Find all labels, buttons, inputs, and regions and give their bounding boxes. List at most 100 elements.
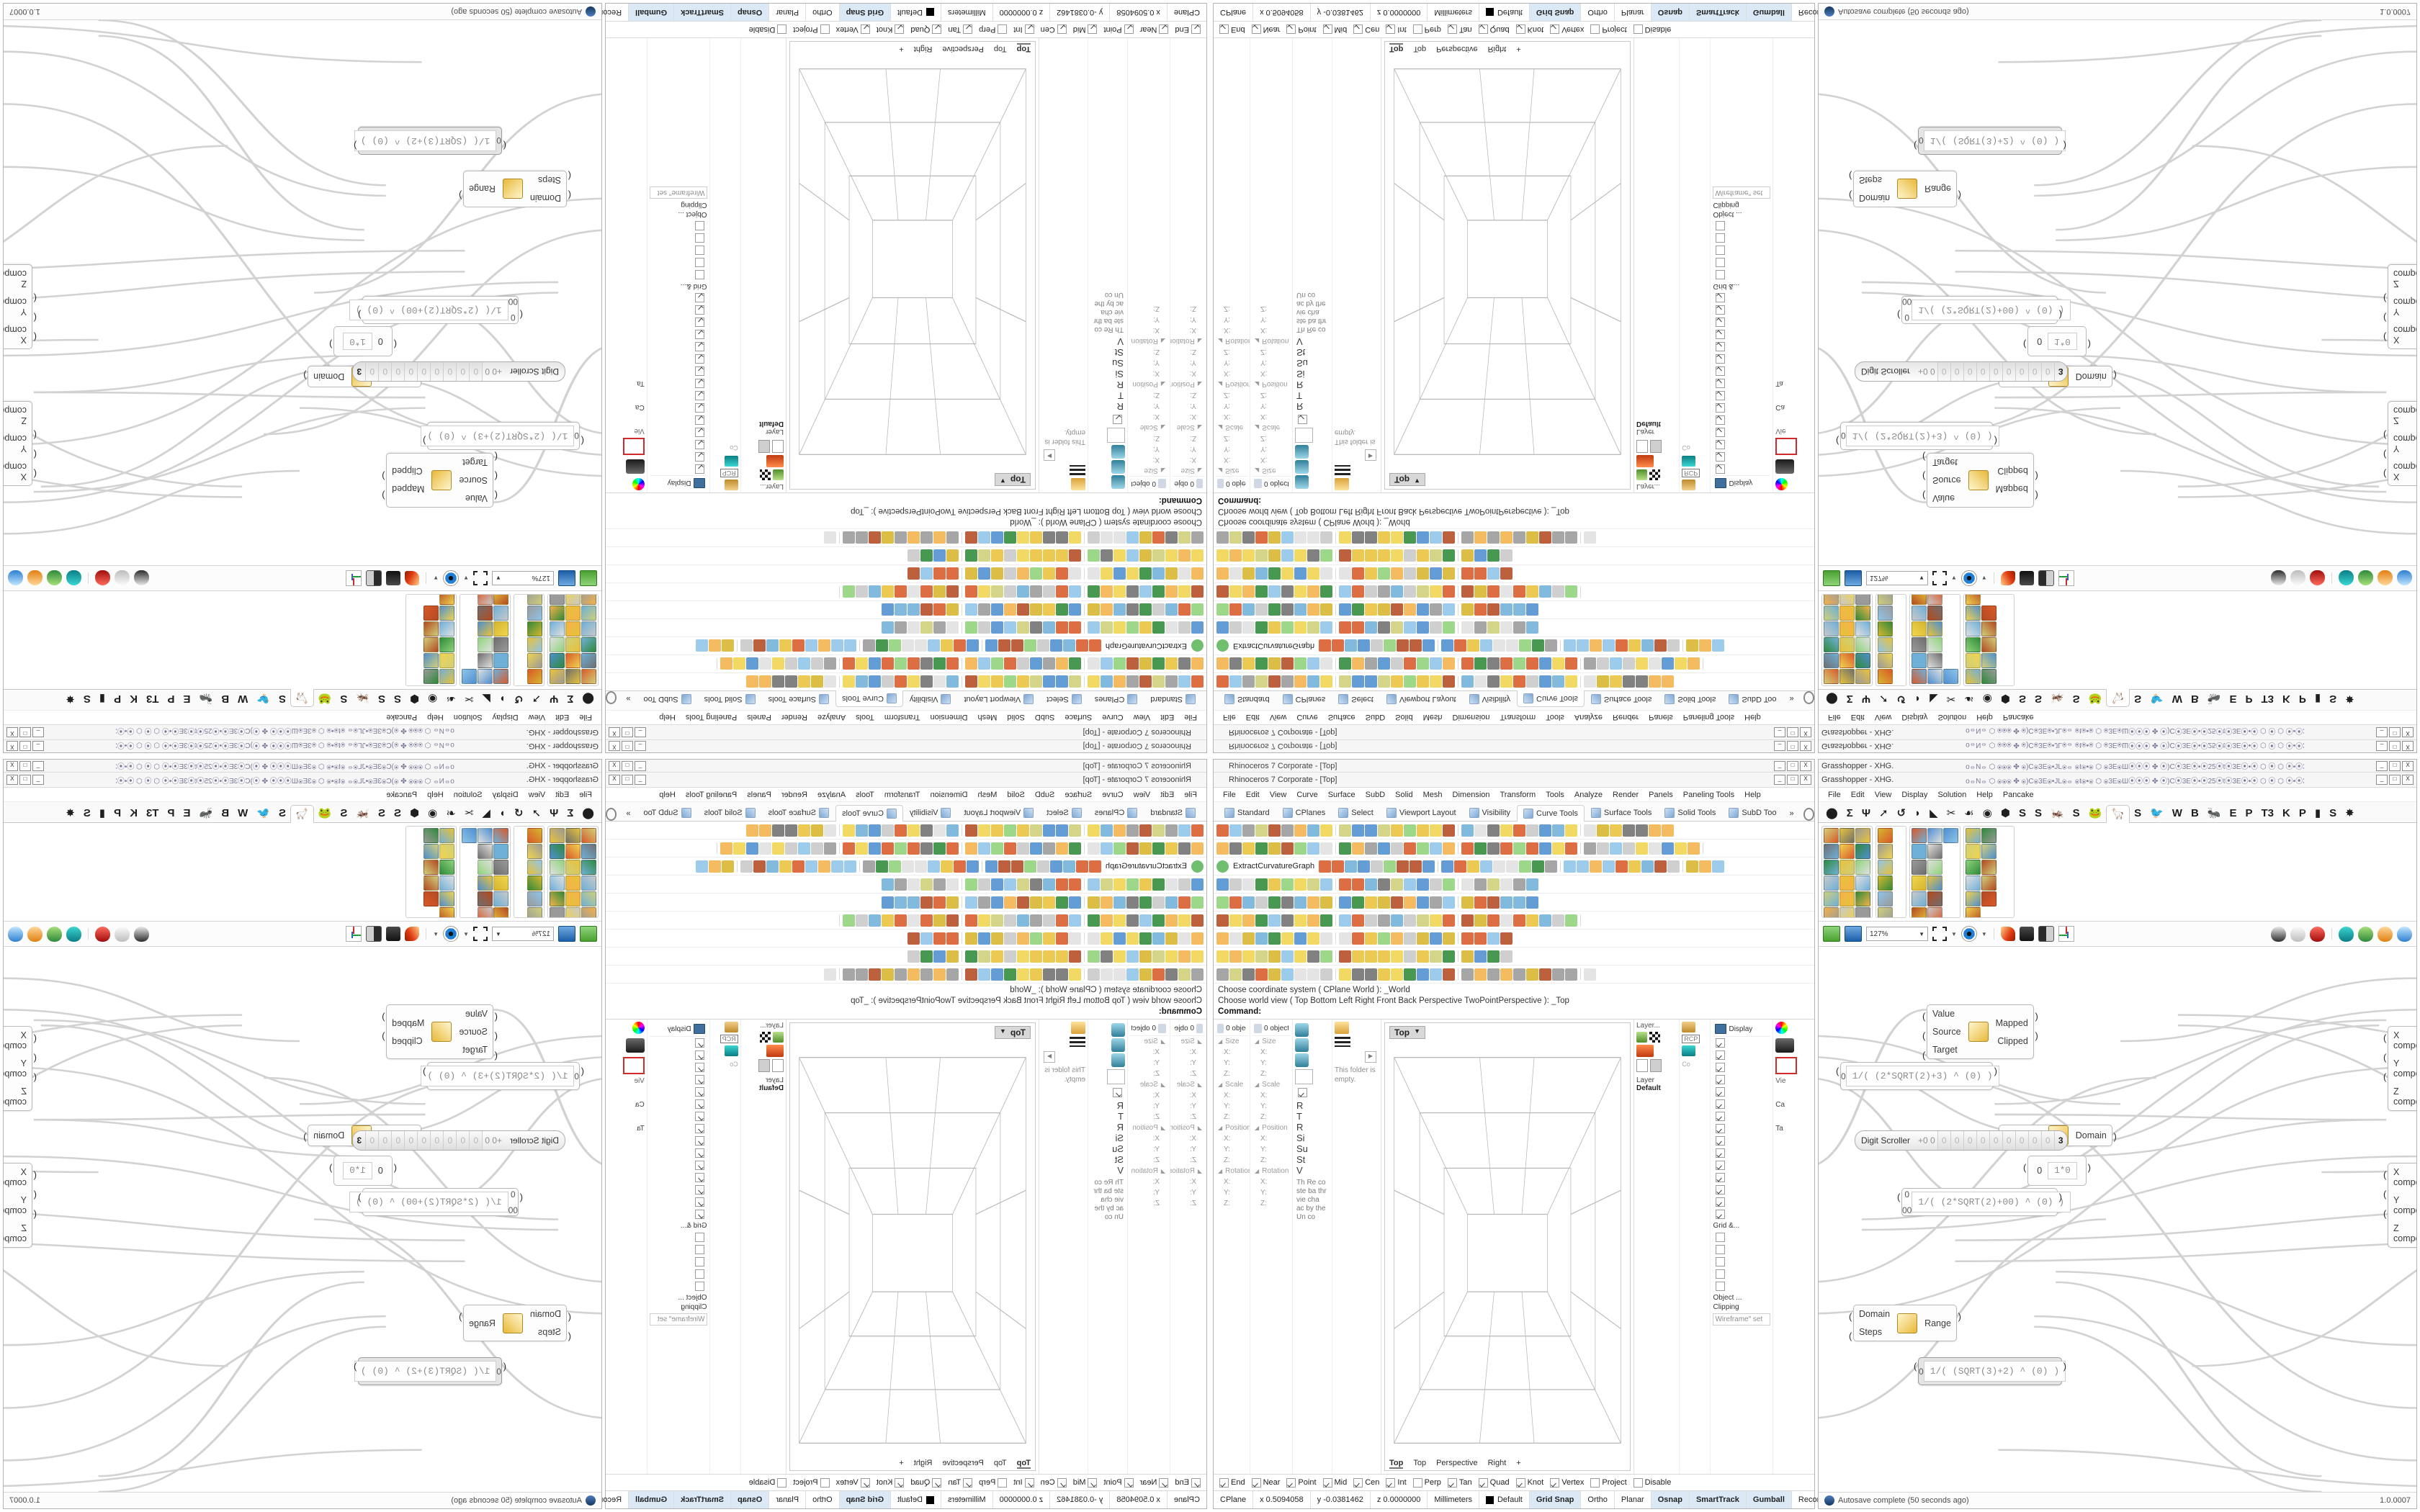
tab-surface-tools[interactable]: Surface Tools — [762, 691, 835, 708]
tool-curve-tools-row-2-1[interactable] — [1229, 657, 1242, 670]
eraser-icon[interactable] — [1682, 480, 1696, 490]
tool-curve-tools-row-3-24[interactable] — [1641, 639, 1654, 652]
tool-surface-row-0[interactable] — [1191, 878, 1204, 891]
tool-cplane-row-7[interactable] — [1101, 567, 1113, 580]
tool-render-row-15[interactable] — [991, 531, 1003, 544]
maximize-button[interactable]: □ — [1787, 727, 1798, 737]
tool-annotation-row-5[interactable] — [1281, 603, 1294, 616]
tool-curve-tools-row-1-22[interactable] — [1513, 824, 1525, 837]
tool-curve-tools-row-2-6[interactable] — [1113, 657, 1126, 670]
display-option-row[interactable] — [1713, 269, 1770, 281]
kangaroo-tab[interactable]: ⬢ — [410, 693, 420, 705]
tool-curve-tools-row-2-11[interactable] — [1365, 657, 1377, 670]
value-expression[interactable]: 1*0 — [343, 333, 372, 350]
tool-curve-tools-row-3-17[interactable] — [1545, 860, 1558, 873]
tool-transform-row-13[interactable] — [1017, 585, 1029, 598]
tab-select[interactable]: Select — [1332, 691, 1380, 708]
checkbox[interactable] — [694, 221, 704, 230]
tool-curve-tools-row-2-23[interactable] — [1526, 657, 1538, 670]
tool-curve-tools-row-3-8[interactable] — [985, 860, 998, 873]
tab-visibility[interactable]: Visibility — [1463, 804, 1518, 821]
status-toggle-smarttrack[interactable]: SmartTrack — [1689, 4, 1747, 21]
osnap-disable[interactable]: Disable — [749, 24, 787, 35]
tool-analyze-row-6[interactable] — [1113, 549, 1126, 562]
component-voxel-5[interactable] — [439, 907, 454, 918]
section-rotation[interactable]: ◢ Rotation — [1129, 336, 1168, 346]
tool-curve-tools-row-3-5[interactable] — [1023, 639, 1036, 652]
tool-surface-row-15[interactable] — [991, 621, 1003, 634]
tab-standard[interactable]: Standard — [1218, 804, 1276, 821]
tool-curve-tools-row-2-13[interactable] — [1017, 842, 1029, 855]
tool-transform-row-3[interactable] — [1255, 585, 1268, 598]
tool-render-row-2[interactable] — [1242, 531, 1255, 544]
component-utilities-3[interactable] — [1912, 876, 1927, 891]
tool-curve-tools-row-3-17[interactable] — [1545, 639, 1558, 652]
s5-tab[interactable]: S — [2329, 693, 2337, 705]
status-toggle-grid-snap[interactable]: Grid Snap — [838, 1491, 891, 1508]
tool-cplane-row-17[interactable] — [1443, 932, 1455, 945]
tool-annotation-row-8[interactable] — [1320, 603, 1332, 616]
section-scale[interactable]: ◢ Scale — [1172, 422, 1205, 433]
menu-item-pancake[interactable]: Pancake — [386, 713, 418, 722]
blue-tab[interactable]: ▮ — [2314, 807, 2321, 819]
star-tab[interactable]: ✸ — [2345, 693, 2354, 705]
maximize-button[interactable]: □ — [19, 760, 31, 771]
vector-xyz-component[interactable]: X componentY componentZ componentVectorL… — [2383, 264, 2416, 349]
color-swatch-icon[interactable] — [1295, 1069, 1313, 1084]
checkbox[interactable] — [1716, 342, 1726, 351]
ant-tab[interactable]: 🐜 — [199, 693, 213, 705]
tool-surface-row-8[interactable] — [1088, 621, 1100, 634]
viewport-tab-top-1[interactable]: Top — [1413, 45, 1427, 53]
tool-analyze-row-18[interactable] — [946, 549, 959, 562]
curve-tab[interactable]: ↺ — [514, 693, 524, 705]
rhino-viewport-top[interactable]: Top ▼ — [789, 41, 1036, 490]
tool-cplane-row-3[interactable] — [1152, 567, 1165, 580]
component-deform-3[interactable] — [581, 876, 596, 891]
add-viewport-tab-button[interactable]: + — [899, 1459, 904, 1467]
status-toggle-ortho[interactable]: Ortho — [1581, 4, 1615, 21]
tool-annotation-row-14[interactable] — [1004, 896, 1016, 909]
viewport-tab-strip[interactable]: Top Top Perspective Right + — [1389, 43, 1521, 53]
library-panel[interactable]: ▶ This folder is empty. — [1041, 1020, 1088, 1474]
osnap-end[interactable]: End — [1219, 24, 1245, 35]
menu-item-file[interactable]: File — [1223, 713, 1236, 722]
new-file-icon[interactable] — [580, 926, 597, 942]
tool-curve-tools-row-2-22[interactable] — [1513, 657, 1525, 670]
menu-item-pancake[interactable]: Pancake — [2002, 713, 2034, 722]
status-toggle-osnap[interactable]: Osnap — [730, 4, 769, 21]
tool-analyze-row-9[interactable] — [1069, 549, 1081, 562]
tool-curve-tools-row-2-6[interactable] — [1113, 842, 1126, 855]
tool-curve-tools-row-3-16[interactable] — [1532, 860, 1545, 873]
osnap-end[interactable]: End — [1219, 1477, 1245, 1488]
tool-surface-row-5[interactable] — [1126, 878, 1139, 891]
rhino-right-dock[interactable]: Layer... Layer Default RCP Co Display Grid &..… — [1634, 1020, 1814, 1474]
menu-item-edit[interactable]: Edit — [1245, 713, 1260, 722]
frog-tab[interactable]: 🐸 — [2088, 693, 2102, 705]
checker-icon[interactable] — [1649, 469, 1660, 480]
s1-tab[interactable]: S — [394, 807, 402, 819]
tool-cplane-row-8[interactable] — [1088, 932, 1100, 945]
tool-transform-row-8[interactable] — [1088, 914, 1100, 927]
tool-render-row-24[interactable] — [1539, 531, 1551, 544]
tool-cplane-row-16[interactable] — [978, 932, 990, 945]
tool-curve-tools-row-2-17[interactable] — [965, 842, 977, 855]
tool-curve-tools-row-2-7[interactable] — [1307, 842, 1319, 855]
hat-icon[interactable] — [1111, 1023, 1125, 1037]
sketch-red-icon[interactable] — [2310, 926, 2325, 942]
maximize-button[interactable]: □ — [2389, 727, 2401, 737]
tool-curve-tools-row-3-21[interactable] — [1603, 860, 1615, 873]
component-utilities-9[interactable] — [477, 876, 493, 891]
tool-render-row-8[interactable] — [1320, 968, 1332, 981]
tool-curve-tools-row-1-7[interactable] — [1101, 824, 1113, 837]
menu-item-help[interactable]: Help — [1744, 713, 1761, 722]
viewport-tab-right-3[interactable]: Right — [913, 1459, 933, 1467]
tool-curve-tools-row-1-25[interactable] — [1552, 675, 1564, 688]
tool-curve-tools-row-2-13[interactable] — [1391, 657, 1403, 670]
tool-transform-row-9[interactable] — [1339, 914, 1351, 927]
tool-transform-row-26[interactable] — [1565, 914, 1577, 927]
layer-cell[interactable]: Default — [1479, 4, 1530, 21]
tool-transform-row-26[interactable] — [843, 585, 855, 598]
tool-cplane-row-7[interactable] — [1307, 932, 1319, 945]
component-deform-17[interactable] — [1855, 594, 1870, 605]
